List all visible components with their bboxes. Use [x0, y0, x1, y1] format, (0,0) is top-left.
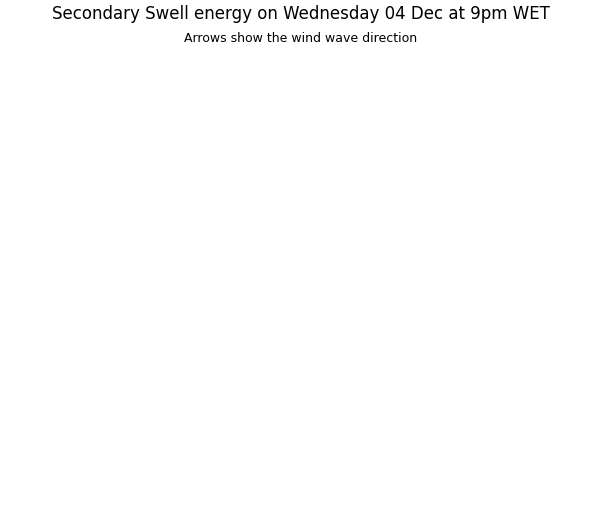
- Text: cartopy required: cartopy required: [243, 271, 358, 285]
- Text: Arrows show the wind wave direction: Arrows show the wind wave direction: [184, 32, 417, 45]
- Text: Secondary Swell energy on Wednesday 04 Dec at 9pm WET: Secondary Swell energy on Wednesday 04 D…: [52, 5, 549, 23]
